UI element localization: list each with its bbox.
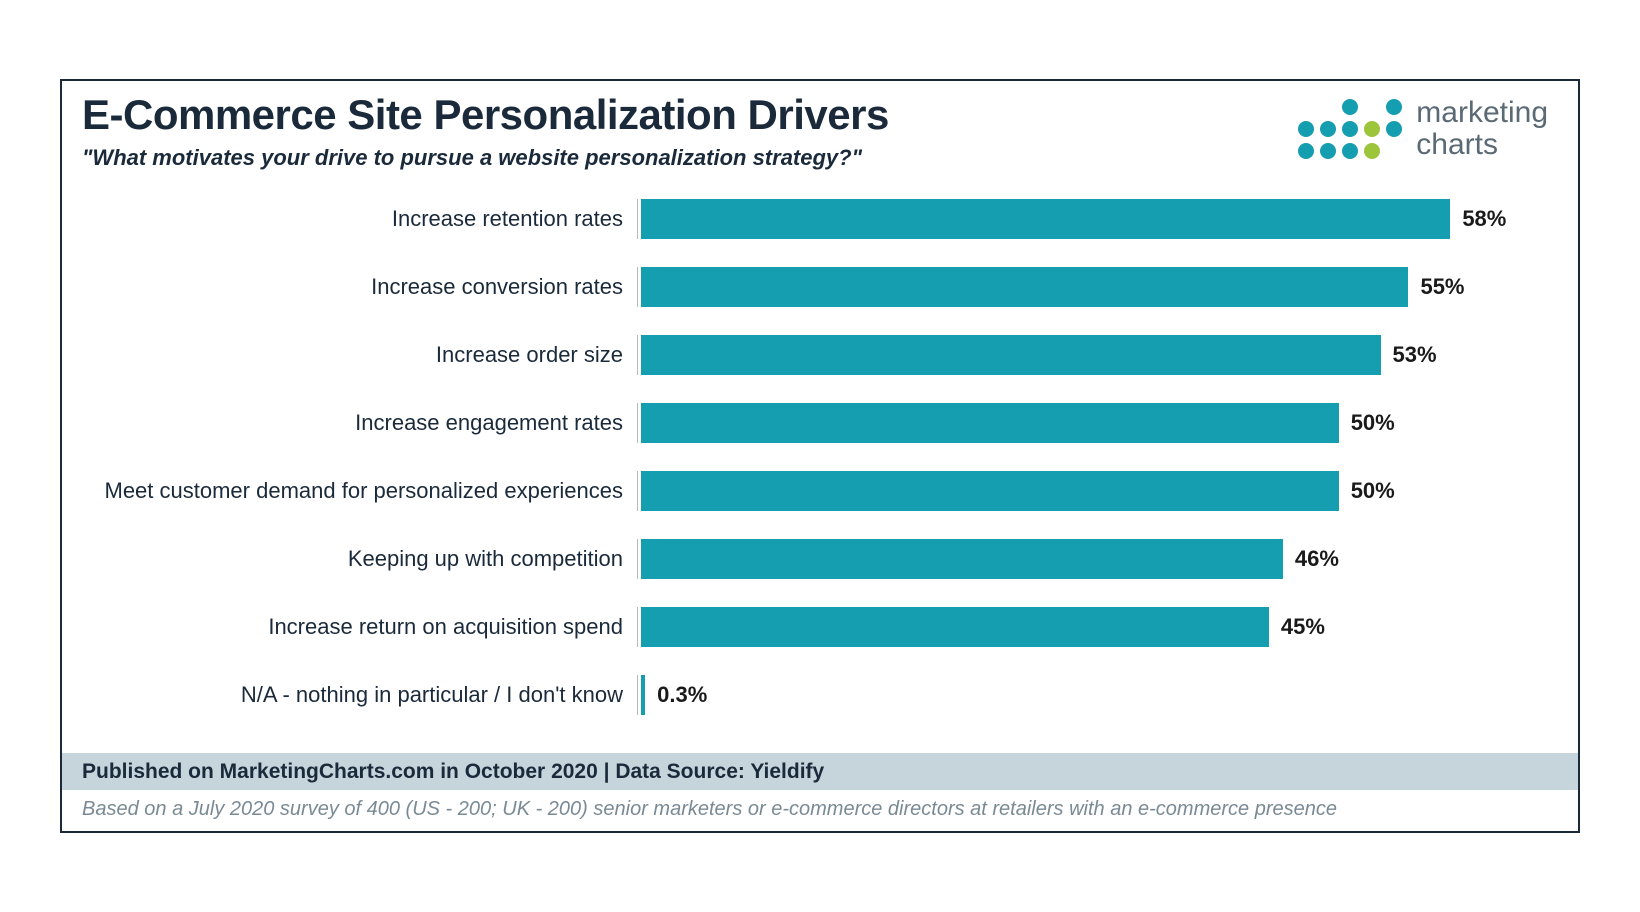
bar-value: 0.3%	[657, 682, 707, 708]
bar-label: Increase retention rates	[82, 206, 637, 232]
bar-label: Increase order size	[82, 342, 637, 368]
bar-row: Increase order size 53%	[82, 335, 1548, 375]
bar-value: 46%	[1295, 546, 1339, 572]
published-line: Published on MarketingCharts.com in Octo…	[62, 753, 1578, 790]
bar-row: Increase return on acquisition spend 45%	[82, 607, 1548, 647]
bar-fill	[641, 607, 1269, 647]
bar-track: 50%	[637, 471, 1548, 511]
bar-track: 55%	[637, 267, 1548, 307]
bar-row: Keeping up with competition 46%	[82, 539, 1548, 579]
bar-row: Meet customer demand for personalized ex…	[82, 471, 1548, 511]
header-row: E-Commerce Site Personalization Drivers …	[62, 81, 1578, 171]
brand-logo: marketing charts	[1298, 91, 1548, 160]
bar-fill	[641, 471, 1339, 511]
bar-value: 53%	[1393, 342, 1437, 368]
bar-value: 45%	[1281, 614, 1325, 640]
bar-track: 45%	[637, 607, 1548, 647]
bar-fill	[641, 267, 1408, 307]
methodology-line: Based on a July 2020 survey of 400 (US -…	[62, 790, 1578, 831]
bar-track: 50%	[637, 403, 1548, 443]
bar-value: 55%	[1420, 274, 1464, 300]
bar-row: Increase engagement rates 50%	[82, 403, 1548, 443]
logo-text: marketing charts	[1416, 97, 1548, 160]
bar-track: 46%	[637, 539, 1548, 579]
bar-value: 50%	[1351, 410, 1395, 436]
bar-row: Increase retention rates 58%	[82, 199, 1548, 239]
chart-subtitle: "What motivates your drive to pursue a w…	[82, 145, 1298, 171]
bar-fill	[641, 675, 645, 715]
bar-label: Meet customer demand for personalized ex…	[82, 478, 637, 504]
bar-track: 53%	[637, 335, 1548, 375]
logo-text-line2: charts	[1416, 129, 1548, 161]
bar-track: 0.3%	[637, 675, 1548, 715]
bar-row: N/A - nothing in particular / I don't kn…	[82, 675, 1548, 715]
bar-value: 58%	[1462, 206, 1506, 232]
bar-fill	[641, 539, 1283, 579]
bar-label: Keeping up with competition	[82, 546, 637, 572]
chart-title: E-Commerce Site Personalization Drivers	[82, 91, 1298, 139]
bar-label: N/A - nothing in particular / I don't kn…	[82, 682, 637, 708]
title-block: E-Commerce Site Personalization Drivers …	[82, 91, 1298, 171]
bars-area: Increase retention rates 58% Increase conv…	[62, 171, 1578, 753]
bar-row: Increase conversion rates 55%	[82, 267, 1548, 307]
logo-dots-icon	[1298, 99, 1402, 159]
chart-frame: E-Commerce Site Personalization Drivers …	[60, 79, 1580, 833]
bar-fill	[641, 403, 1339, 443]
bar-label: Increase return on acquisition spend	[82, 614, 637, 640]
bar-track: 58%	[637, 199, 1548, 239]
bar-label: Increase conversion rates	[82, 274, 637, 300]
bar-fill	[641, 199, 1450, 239]
bar-fill	[641, 335, 1381, 375]
bar-value: 50%	[1351, 478, 1395, 504]
bar-label: Increase engagement rates	[82, 410, 637, 436]
logo-text-line1: marketing	[1416, 97, 1548, 129]
